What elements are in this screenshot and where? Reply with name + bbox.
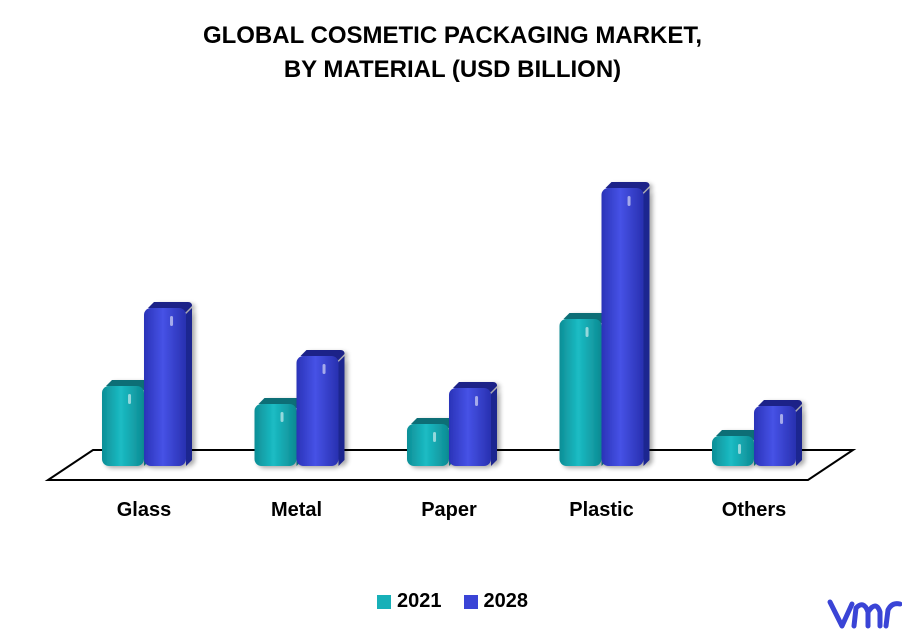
chart-floor: [44, 449, 857, 481]
legend-label-2021: 2021: [397, 590, 442, 612]
legend-item-2021: 2021: [377, 590, 442, 613]
x-tick-label-plastic: Plastic: [569, 499, 633, 521]
legend: 2021 2028: [0, 590, 905, 613]
x-tick-label-glass: Glass: [117, 499, 171, 521]
bar-metal-2021: [254, 398, 303, 466]
bar-glass-2028: [144, 302, 192, 466]
legend-swatch-2021: [377, 594, 391, 609]
vmr-logo-icon: [827, 599, 902, 629]
bar-paper-2021: [407, 418, 455, 466]
bar-plastic-2028: [601, 182, 650, 466]
x-tick-label-paper: Paper: [421, 499, 477, 521]
x-tick-label-others: Others: [722, 499, 786, 521]
legend-swatch-2028: [463, 594, 478, 609]
x-tick-label-metal: Metal: [271, 499, 322, 521]
chart-title-line-1: GLOBAL COSMETIC PACKAGING MARKET,: [202, 22, 703, 49]
bar-others-2028: [754, 400, 802, 466]
bar-glass-2021: [102, 380, 150, 466]
bar-plastic-2021: [559, 313, 608, 466]
bar-paper-2028: [449, 382, 497, 466]
chart-title-line-2: BY MATERIAL (USD BILLION): [283, 56, 622, 83]
bar-metal-2028: [296, 350, 345, 466]
bar-others-2021: [712, 430, 760, 466]
legend-item-2028: 2028: [463, 590, 529, 613]
legend-label-2028: 2028: [483, 590, 529, 612]
